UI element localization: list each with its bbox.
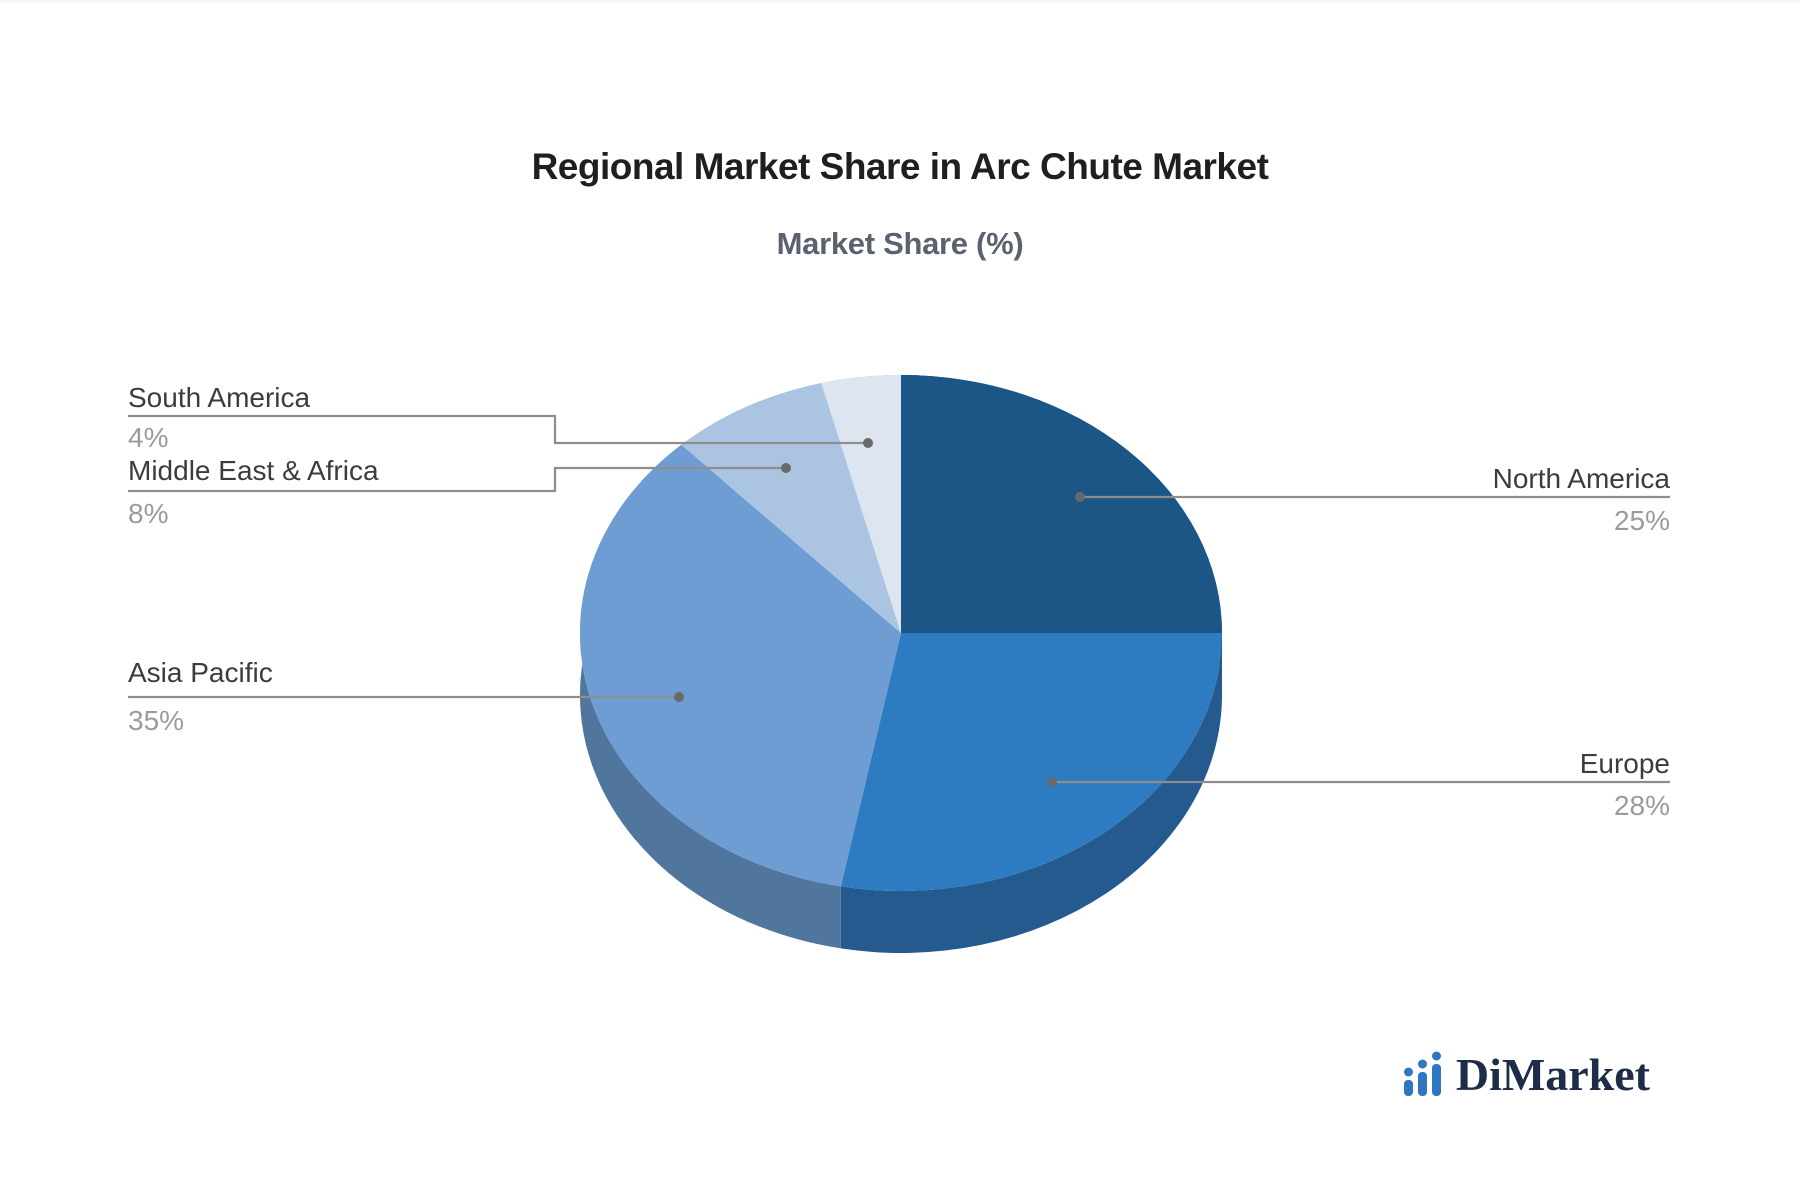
callout-label-middle-east-africa: Middle East & Africa	[128, 455, 379, 486]
callout-value-north-america: 25%	[1613, 505, 1670, 536]
chart-title: Regional Market Share in Arc Chute Marke…	[531, 146, 1269, 187]
chart-subtitle: Market Share (%)	[776, 226, 1024, 261]
callout-label-asia-pacific: Asia Pacific	[128, 657, 273, 688]
callout-value-south-america: 4%	[128, 422, 169, 453]
callout-value-europe: 28%	[1613, 790, 1670, 821]
callout-value-middle-east-africa: 8%	[128, 498, 169, 529]
callout-label-north-america: North America	[1492, 463, 1670, 494]
bar-chart-logo-icon	[1403, 1051, 1441, 1096]
brand-logo: DiMarket	[1400, 1048, 1650, 1101]
callout-value-asia-pacific: 35%	[128, 705, 185, 736]
callout-label-europe: Europe	[1579, 748, 1670, 779]
top-strip	[0, 0, 1800, 3]
callout-label-south-america: South America	[128, 382, 311, 413]
brand-name: DiMarket	[1455, 1049, 1650, 1100]
